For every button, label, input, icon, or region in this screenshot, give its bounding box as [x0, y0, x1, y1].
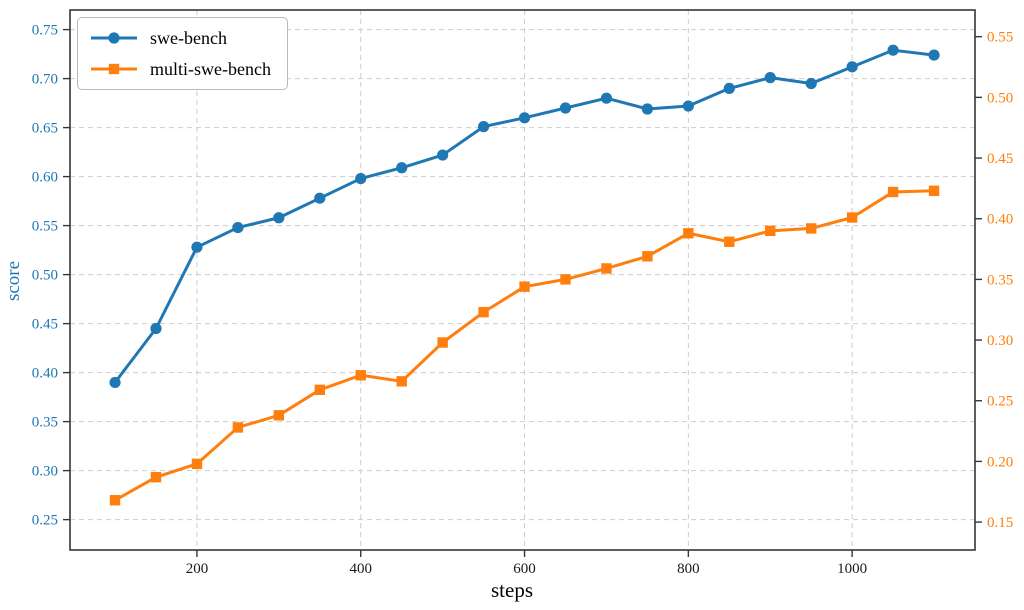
- data-point-swe-bench-950: [805, 77, 817, 90]
- left-y-tick-label: 0.70: [32, 72, 58, 88]
- data-point-swe-bench-850: [723, 82, 735, 95]
- data-point-swe-bench-600: [518, 112, 531, 124]
- data-point-multi-swe-bench-850: [724, 236, 735, 247]
- data-point-swe-bench-100: [109, 376, 121, 389]
- data-point-multi-swe-bench-350: [314, 384, 325, 396]
- right-y-tick-label: 0.15: [987, 515, 1013, 531]
- data-point-multi-swe-bench-100: [109, 495, 121, 506]
- left-y-tick-label: 0.65: [32, 121, 58, 137]
- left-y-tick-label: 0.75: [32, 23, 58, 39]
- data-point-swe-bench-750: [641, 103, 653, 115]
- data-point-multi-swe-bench-500: [437, 337, 448, 348]
- y-axis-label: score: [3, 260, 24, 302]
- data-point-multi-swe-bench-150: [150, 471, 162, 483]
- legend-item-multi-swe-bench: multi-swe-bench: [90, 56, 271, 82]
- data-point-multi-swe-bench-250: [232, 422, 244, 433]
- data-point-swe-bench-900: [764, 72, 776, 84]
- legend: swe-bench multi-swe-bench: [77, 17, 288, 90]
- x-tick-label: 800: [677, 561, 700, 577]
- data-point-swe-bench-150: [150, 322, 162, 335]
- legend-swatch-line-circle-icon: [91, 32, 137, 44]
- left-y-tick-label: 0.25: [32, 513, 58, 529]
- data-point-multi-swe-bench-1000: [846, 212, 858, 223]
- right-y-tick-label: 0.40: [987, 212, 1013, 228]
- data-point-swe-bench-300: [273, 212, 285, 224]
- left-y-tick-label: 0.30: [32, 464, 58, 480]
- data-point-multi-swe-bench-300: [273, 410, 285, 421]
- data-point-swe-bench-700: [600, 92, 613, 104]
- data-point-swe-bench-450: [396, 162, 408, 174]
- data-point-swe-bench-400: [355, 172, 367, 185]
- data-point-swe-bench-500: [437, 149, 449, 161]
- data-point-multi-swe-bench-450: [396, 376, 407, 387]
- data-point-swe-bench-800: [682, 100, 694, 112]
- data-point-multi-swe-bench-400: [355, 370, 366, 381]
- data-point-swe-bench-250: [232, 221, 244, 234]
- data-point-multi-swe-bench-200: [191, 458, 203, 470]
- data-point-multi-swe-bench-900: [765, 225, 776, 237]
- left-y-tick-label: 0.35: [32, 415, 58, 431]
- legend-label-swe-bench: swe-bench: [150, 28, 227, 48]
- data-point-multi-swe-bench-1100: [928, 185, 940, 197]
- data-point-multi-swe-bench-800: [683, 228, 694, 239]
- right-y-tick-label: 0.35: [987, 272, 1013, 288]
- data-point-multi-swe-bench-750: [642, 251, 653, 262]
- legend-label-multi-swe-bench: multi-swe-bench: [150, 59, 271, 79]
- left-y-tick-label: 0.50: [32, 268, 58, 284]
- x-tick-label: 1000: [837, 561, 867, 577]
- x-tick-label: 400: [349, 561, 372, 577]
- x-tick-label: 200: [186, 561, 209, 577]
- data-point-multi-swe-bench-550: [478, 306, 489, 318]
- data-point-swe-bench-200: [191, 241, 203, 253]
- data-point-swe-bench-1050: [887, 44, 899, 56]
- plot-border: [69, 9, 976, 551]
- right-y-tick-label: 0.25: [987, 394, 1013, 410]
- right-y-tick-label: 0.55: [987, 30, 1013, 46]
- data-point-multi-swe-bench-1050: [887, 186, 899, 198]
- left-y-tick-label: 0.60: [32, 170, 58, 186]
- left-y-tick-label: 0.40: [32, 366, 58, 382]
- right-y-tick-label: 0.50: [987, 90, 1013, 106]
- x-tick-label: 600: [513, 561, 536, 577]
- x-axis-label: steps: [491, 578, 533, 602]
- data-point-multi-swe-bench-950: [805, 223, 817, 234]
- legend-item-swe-bench: swe-bench: [90, 25, 271, 51]
- data-point-multi-swe-bench-600: [519, 281, 530, 292]
- right-y-tick-label: 0.45: [987, 151, 1013, 167]
- left-y-tick-label: 0.55: [32, 219, 58, 235]
- data-point-multi-swe-bench-700: [601, 263, 612, 274]
- right-y-tick-label: 0.20: [987, 454, 1013, 470]
- legend-swatch-line-square-icon: [91, 63, 137, 75]
- data-point-swe-bench-350: [314, 192, 326, 204]
- data-point-multi-swe-bench-650: [560, 274, 571, 285]
- data-point-swe-bench-1100: [928, 49, 940, 61]
- right-y-tick-label: 0.30: [987, 333, 1013, 349]
- data-point-swe-bench-650: [559, 102, 572, 114]
- left-y-tick-label: 0.45: [32, 317, 58, 333]
- data-point-swe-bench-550: [477, 121, 490, 133]
- data-point-swe-bench-1000: [846, 61, 858, 73]
